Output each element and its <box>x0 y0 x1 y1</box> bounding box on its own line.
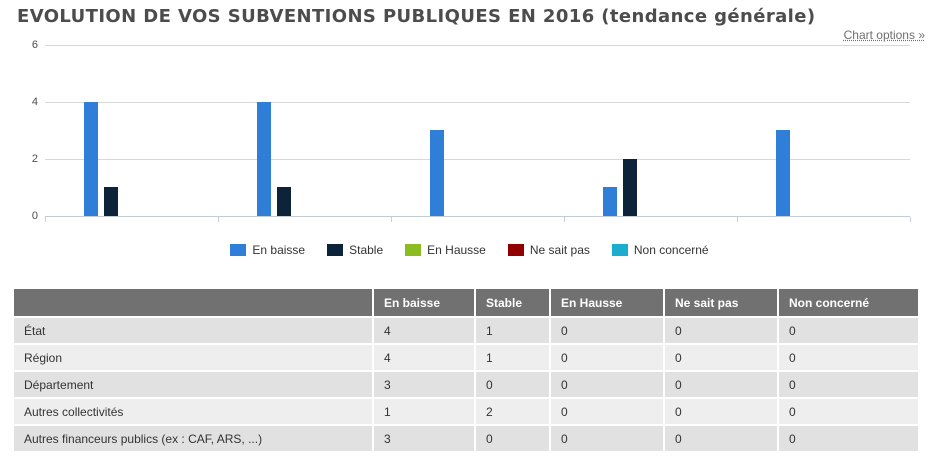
row-value-cell: 0 <box>476 426 549 451</box>
legend-item-stable[interactable]: Stable <box>327 243 383 257</box>
legend-color-swatch <box>405 244 422 256</box>
row-value-cell: 0 <box>779 372 918 397</box>
row-value-cell: 0 <box>779 426 918 451</box>
bar-en-baisse-4[interactable] <box>602 187 617 216</box>
legend-label: En baisse <box>252 243 306 257</box>
row-value-cell: 0 <box>665 426 777 451</box>
legend-item-ne-sait-pas[interactable]: Ne sait pas <box>507 243 590 257</box>
legend-label: Non concerné <box>633 243 709 257</box>
bar-stable-2[interactable] <box>277 187 291 216</box>
row-value-cell: 0 <box>665 345 777 370</box>
row-value-cell: 0 <box>665 372 777 397</box>
y-gridline <box>45 159 910 160</box>
row-label: Autres financeurs publics (ex : CAF, ARS… <box>14 426 372 451</box>
table-row: Département 3 0 0 0 0 <box>14 372 918 397</box>
row-value-cell: 0 <box>665 318 777 343</box>
legend-color-swatch <box>327 244 344 256</box>
chart-options-link[interactable]: Chart options » <box>843 28 925 42</box>
row-value-cell: 1 <box>374 399 474 424</box>
row-value-cell: 0 <box>476 372 549 397</box>
x-axis-tick <box>737 217 738 222</box>
y-gridline <box>45 45 910 46</box>
chart-legend: En baisse Stable En Hausse Ne sait pas Non c… <box>0 243 939 257</box>
row-label: Autres collectivités <box>14 399 372 424</box>
column-header-en-hausse: En Hausse <box>551 289 663 316</box>
row-value-cell: 0 <box>551 426 663 451</box>
bar-stable-1[interactable] <box>104 187 118 216</box>
legend-item-en-hausse[interactable]: En Hausse <box>405 243 486 257</box>
y-axis-tick-label: 6 <box>31 39 38 51</box>
column-header-en-baisse: En baisse <box>374 289 474 316</box>
legend-color-swatch <box>611 244 628 256</box>
row-value-cell: 1 <box>476 345 549 370</box>
column-header-non-concerné: Non concerné <box>779 289 918 316</box>
bar-en-baisse-2[interactable] <box>256 102 271 216</box>
x-axis-tick <box>564 217 565 222</box>
y-gridline <box>45 102 910 103</box>
table-row: Autres collectivités 1 2 0 0 0 <box>14 399 918 424</box>
row-value-cell: 0 <box>779 399 918 424</box>
row-value-cell: 0 <box>551 318 663 343</box>
table-row: Autres financeurs publics (ex : CAF, ARS… <box>14 426 918 451</box>
x-axis-line <box>45 216 910 217</box>
x-axis-tick <box>45 217 46 222</box>
legend-label: Ne sait pas <box>529 243 590 257</box>
row-value-cell: 2 <box>476 399 549 424</box>
bar-chart-plot-area: 0 2 4 6 <box>31 39 911 222</box>
chart-title: EVOLUTION DE VOS SUBVENTIONS PUBLIQUES E… <box>17 6 816 27</box>
y-axis-tick-label: 0 <box>31 210 38 222</box>
column-header-stable: Stable <box>476 289 549 316</box>
bar-stable-4[interactable] <box>623 159 637 216</box>
row-value-cell: 0 <box>779 318 918 343</box>
y-axis-tick-label: 2 <box>31 153 38 165</box>
row-label: Région <box>14 345 372 370</box>
legend-color-swatch <box>507 244 524 256</box>
row-value-cell: 0 <box>551 372 663 397</box>
row-value-cell: 4 <box>374 318 474 343</box>
column-header-ne-sait-pas: Ne sait pas <box>665 289 777 316</box>
row-value-cell: 0 <box>665 399 777 424</box>
row-value-cell: 0 <box>551 345 663 370</box>
results-table: En baisse Stable En Hausse Ne sait pas Non c… <box>12 287 920 453</box>
table-row: État 4 1 0 0 0 <box>14 318 918 343</box>
bar-en-baisse-3[interactable] <box>429 130 444 216</box>
row-value-cell: 0 <box>551 399 663 424</box>
column-header-empty <box>14 289 372 316</box>
row-value-cell: 1 <box>476 318 549 343</box>
bar-en-baisse-5[interactable] <box>775 130 790 216</box>
row-value-cell: 3 <box>374 426 474 451</box>
legend-item-en-baisse[interactable]: En baisse <box>230 243 305 257</box>
x-axis-tick <box>391 217 392 222</box>
row-label: Département <box>14 372 372 397</box>
legend-item-non-concerné[interactable]: Non concerné <box>611 243 709 257</box>
row-value-cell: 3 <box>374 372 474 397</box>
table-row: Région 4 1 0 0 0 <box>14 345 918 370</box>
legend-label: En Hausse <box>427 243 486 257</box>
bar-en-baisse-1[interactable] <box>83 102 98 216</box>
row-value-cell: 4 <box>374 345 474 370</box>
x-axis-tick <box>910 217 911 222</box>
legend-label: Stable <box>349 243 384 257</box>
y-axis-tick-label: 4 <box>31 96 38 108</box>
x-axis-tick <box>218 217 219 222</box>
legend-color-swatch <box>230 244 247 256</box>
row-label: État <box>14 318 372 343</box>
row-value-cell: 0 <box>779 345 918 370</box>
